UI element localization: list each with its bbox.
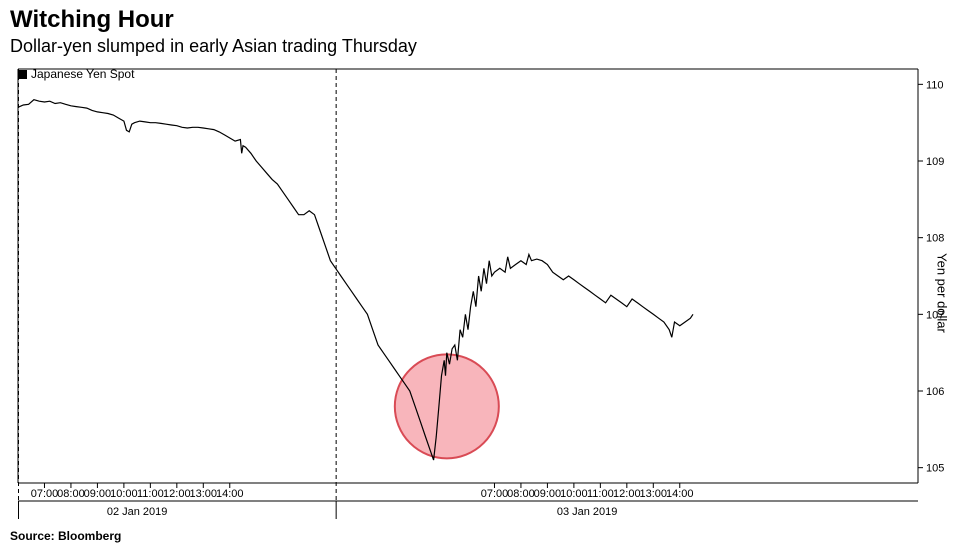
svg-text:03 Jan 2019: 03 Jan 2019 <box>557 506 618 518</box>
svg-text:08:00: 08:00 <box>507 488 535 500</box>
legend-label: Japanese Yen Spot <box>31 67 134 81</box>
svg-text:108: 108 <box>926 233 944 245</box>
chart-title: Witching Hour <box>0 0 980 36</box>
svg-text:10:00: 10:00 <box>110 488 138 500</box>
svg-text:105: 105 <box>926 463 944 475</box>
svg-text:11:00: 11:00 <box>587 488 614 500</box>
chart-source: Source: Bloomberg <box>0 523 980 543</box>
svg-text:12:00: 12:00 <box>163 488 191 500</box>
svg-text:09:00: 09:00 <box>84 488 112 500</box>
legend: Japanese Yen Spot <box>18 67 134 81</box>
svg-text:13:00: 13:00 <box>190 488 218 500</box>
svg-text:14:00: 14:00 <box>216 488 244 500</box>
svg-text:07:00: 07:00 <box>481 488 509 500</box>
chart-subtitle: Dollar-yen slumped in early Asian tradin… <box>0 36 980 63</box>
svg-text:109: 109 <box>926 156 944 168</box>
chart-area: Japanese Yen Spot 10510610710810911007:0… <box>10 63 970 523</box>
svg-text:02 Jan 2019: 02 Jan 2019 <box>107 506 168 518</box>
y-axis-label: Yen per dollar <box>935 253 950 333</box>
svg-text:07:00: 07:00 <box>31 488 59 500</box>
svg-text:11:00: 11:00 <box>137 488 164 500</box>
svg-text:106: 106 <box>926 386 944 398</box>
legend-marker-icon <box>18 70 27 79</box>
svg-text:10:00: 10:00 <box>560 488 588 500</box>
line-chart: 10510610710810911007:0008:0009:0010:0011… <box>10 63 970 523</box>
svg-text:110: 110 <box>926 79 944 91</box>
svg-text:09:00: 09:00 <box>534 488 562 500</box>
svg-text:12:00: 12:00 <box>613 488 641 500</box>
svg-text:14:00: 14:00 <box>666 488 694 500</box>
svg-text:08:00: 08:00 <box>57 488 85 500</box>
svg-text:13:00: 13:00 <box>640 488 668 500</box>
